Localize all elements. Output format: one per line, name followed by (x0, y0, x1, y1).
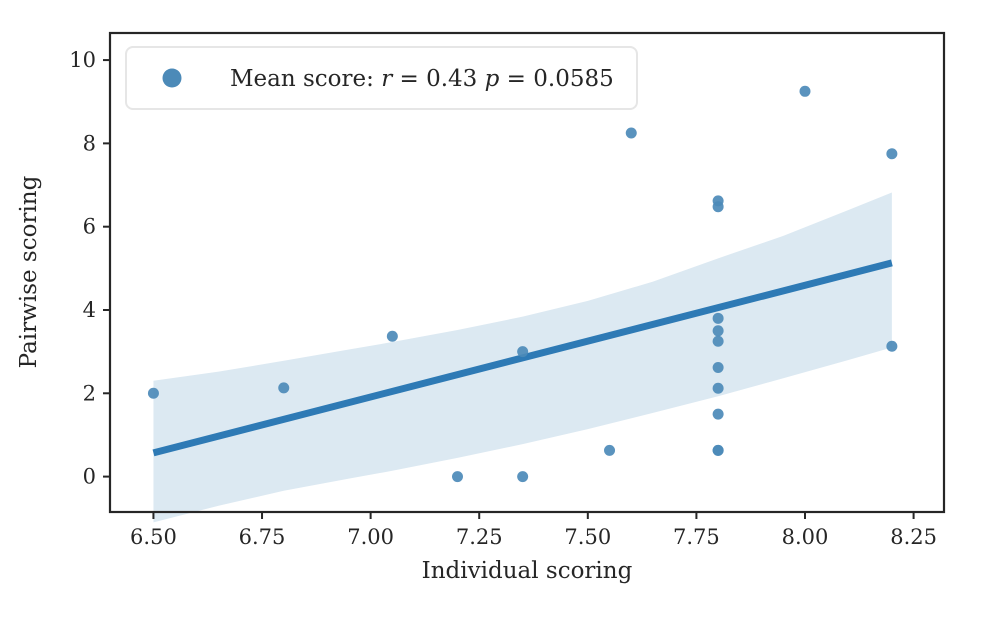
data-point (712, 201, 724, 213)
x-axis-label: Individual scoring (422, 558, 633, 584)
y-tick-label: 6 (83, 215, 96, 239)
data-point (386, 330, 398, 342)
y-tick-label: 2 (83, 381, 96, 405)
data-point (712, 382, 724, 394)
data-point (886, 148, 898, 160)
legend-marker-icon (162, 68, 182, 88)
y-tick-label: 4 (83, 298, 96, 322)
data-points-group (147, 85, 898, 483)
axes-frame (108, 31, 946, 514)
data-point (604, 444, 616, 456)
legend: Mean score: r = 0.43 p = 0.0585 (125, 46, 638, 110)
x-tick-label: 6.75 (239, 525, 286, 549)
y-tick-label: 0 (83, 465, 96, 489)
x-tick-label: 7.50 (564, 525, 611, 549)
legend-box (125, 46, 638, 110)
regression-line (152, 259, 893, 457)
y-axis-ticks: 0 2 4 6 8 10 (69, 48, 110, 489)
data-point (278, 382, 290, 394)
x-tick-label: 6.50 (130, 525, 177, 549)
data-point (452, 471, 463, 483)
data-point (625, 127, 637, 139)
data-point (799, 85, 811, 97)
y-tick-label: 10 (69, 48, 96, 72)
x-tick-label: 7.00 (347, 525, 394, 549)
data-point (712, 325, 724, 337)
data-point (712, 312, 724, 324)
data-point (712, 335, 724, 347)
data-point (712, 361, 724, 373)
x-tick-label: 7.25 (456, 525, 503, 549)
legend-label: Mean score: r = 0.43 p = 0.0585 (230, 66, 614, 92)
data-point (712, 444, 724, 456)
x-axis-ticks: 6.50 6.75 7.00 7.25 7.50 7.75 8.00 8.25 (130, 512, 937, 549)
data-point (712, 408, 724, 420)
data-point (147, 387, 159, 399)
y-axis-label: Pairwise scoring (16, 175, 42, 368)
x-tick-label: 7.75 (673, 525, 720, 549)
data-point (517, 346, 529, 358)
data-point (886, 340, 898, 352)
x-tick-label: 8.25 (890, 525, 937, 549)
data-point (517, 471, 529, 483)
x-tick-label: 8.00 (782, 525, 829, 549)
y-tick-label: 8 (83, 131, 96, 155)
